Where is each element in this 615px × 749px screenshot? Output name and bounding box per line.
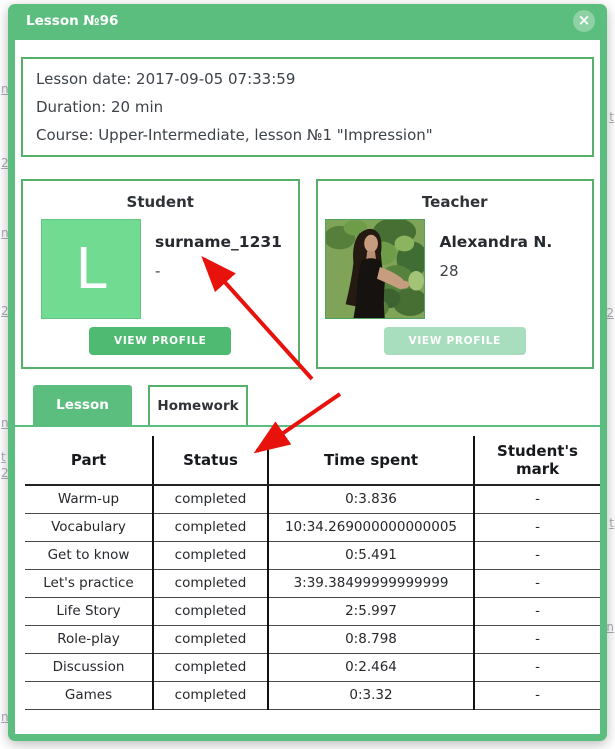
table-row: Role-play completed 0:8.798 - bbox=[25, 625, 600, 654]
cell-status: completed bbox=[152, 541, 268, 570]
duration-text: Duration: 20 min bbox=[36, 98, 164, 116]
background-text-fragment: 2 bbox=[606, 306, 614, 320]
student-info: surname_1231 - bbox=[155, 233, 282, 280]
table-row: Warm-up completed 0:3.836 - bbox=[25, 485, 600, 514]
cell-part: Warm-up bbox=[25, 485, 153, 514]
teacher-info: Alexandra N. 28 bbox=[440, 233, 553, 280]
teacher-view-profile-button[interactable]: VIEW PROFILE bbox=[383, 327, 526, 355]
background-text-fragment: n bbox=[606, 620, 614, 634]
cell-part: Life Story bbox=[25, 597, 153, 626]
table-row: Get to know completed 0:5.491 - bbox=[25, 541, 600, 570]
cell-mark: - bbox=[473, 597, 600, 626]
people-cards-row: Student L surname_1231 - VIEW PROFILE Te… bbox=[21, 179, 594, 369]
background-text-fragment: 2 bbox=[1, 466, 9, 480]
lesson-parts-table: Part Status Time spent Student's mark Wa… bbox=[25, 436, 600, 710]
cell-part: Games bbox=[25, 681, 153, 710]
background-text-fragment: n bbox=[1, 710, 9, 724]
cell-time: 0:5.491 bbox=[267, 541, 474, 570]
background-text-fragment: n bbox=[1, 82, 9, 96]
table-row: Discussion completed 0:2.464 - bbox=[25, 653, 600, 682]
cell-status: completed bbox=[152, 597, 268, 626]
student-card-title: Student bbox=[126, 193, 194, 211]
cell-mark: - bbox=[473, 569, 600, 598]
cell-status: completed bbox=[152, 513, 268, 542]
cell-part: Discussion bbox=[25, 653, 153, 682]
teacher-age: 28 bbox=[439, 262, 459, 280]
background-text-fragment: t bbox=[609, 110, 614, 124]
tab-lesson[interactable]: Lesson bbox=[33, 385, 132, 425]
cell-status: completed bbox=[152, 485, 268, 514]
cell-part: Let's practice bbox=[25, 569, 153, 598]
teacher-name: Alexandra N. bbox=[439, 233, 553, 251]
cell-time: 0:2.464 bbox=[267, 653, 474, 682]
table-header-row: Part Status Time spent Student's mark bbox=[25, 436, 600, 486]
modal-header: Lesson №96 × bbox=[8, 4, 607, 37]
lesson-date-text: Lesson date: 2017-09-05 07:33:59 bbox=[36, 70, 296, 88]
student-subtitle: - bbox=[155, 262, 161, 280]
teacher-photo bbox=[324, 219, 425, 319]
cell-mark: - bbox=[473, 625, 600, 654]
lesson-info-box: Lesson date: 2017-09-05 07:33:59 Duratio… bbox=[21, 57, 594, 157]
cell-mark: - bbox=[473, 681, 600, 710]
background-text-fragment: 2 bbox=[1, 156, 9, 170]
background-text-fragment: n bbox=[1, 416, 9, 430]
student-name: surname_1231 bbox=[155, 233, 282, 251]
course-text: Course: Upper-Intermediate, lesson №1 "I… bbox=[36, 126, 433, 144]
cell-time: 3:39.38499999999999 bbox=[267, 569, 474, 598]
student-avatar: L bbox=[41, 219, 141, 319]
header-time-spent: Time spent bbox=[267, 436, 474, 486]
student-view-profile-button[interactable]: VIEW PROFILE bbox=[89, 327, 232, 355]
cell-time: 2:5.997 bbox=[267, 597, 474, 626]
cell-mark: - bbox=[473, 541, 600, 570]
cell-time: 0:3.836 bbox=[267, 485, 474, 514]
modal-body: Lesson date: 2017-09-05 07:33:59 Duratio… bbox=[15, 40, 600, 734]
table-row: Vocabulary completed 10:34.2690000000000… bbox=[25, 513, 600, 542]
table-row: Life Story completed 2:5.997 - bbox=[25, 597, 600, 626]
table-row: Let's practice completed 3:39.3849999999… bbox=[25, 569, 600, 598]
teacher-card: Teacher bbox=[315, 179, 594, 369]
tab-homework[interactable]: Homework bbox=[148, 385, 248, 425]
student-card: Student L surname_1231 - VIEW PROFILE bbox=[21, 179, 300, 369]
cell-time: 0:8.798 bbox=[267, 625, 474, 654]
cell-mark: - bbox=[473, 653, 600, 682]
cell-mark: - bbox=[473, 485, 600, 514]
teacher-card-title: Teacher bbox=[421, 193, 488, 211]
background-text-fragment: n bbox=[1, 226, 9, 240]
background-text-fragment: t bbox=[609, 516, 614, 530]
student-avatar-letter: L bbox=[75, 236, 107, 302]
cell-status: completed bbox=[152, 569, 268, 598]
background-text-fragment: 2 bbox=[1, 304, 9, 318]
header-part: Part bbox=[25, 436, 153, 486]
tabs-bar: Lesson Homework bbox=[15, 385, 600, 427]
table-row: Games completed 0:3.32 - bbox=[25, 681, 600, 710]
cell-part: Vocabulary bbox=[25, 513, 153, 542]
cell-time: 10:34.269000000000005 bbox=[267, 513, 474, 542]
background-text-fragment: t bbox=[1, 450, 6, 464]
cell-part: Get to know bbox=[25, 541, 153, 570]
modal-title: Lesson №96 bbox=[26, 12, 119, 29]
cell-part: Role-play bbox=[25, 625, 153, 654]
cell-time: 0:3.32 bbox=[267, 681, 474, 710]
cell-status: completed bbox=[152, 653, 268, 682]
lesson-modal: Lesson №96 × Lesson date: 2017-09-05 07:… bbox=[8, 4, 607, 741]
cell-status: completed bbox=[152, 681, 268, 710]
cell-mark: - bbox=[473, 513, 600, 542]
close-icon[interactable]: × bbox=[573, 9, 595, 32]
header-students-mark: Student's mark bbox=[473, 436, 600, 486]
header-status: Status bbox=[152, 436, 268, 486]
cell-status: completed bbox=[152, 625, 268, 654]
